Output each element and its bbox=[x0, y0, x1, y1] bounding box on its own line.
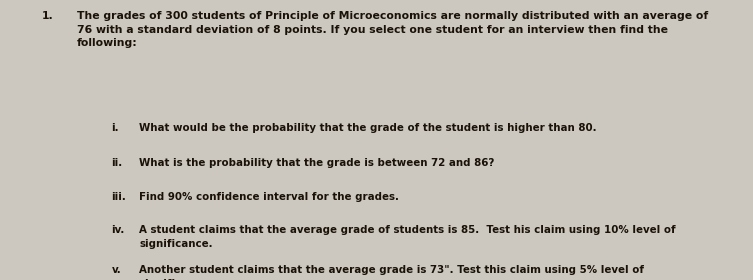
Text: Another student claims that the average grade is 73". Test this claim using 5% l: Another student claims that the average … bbox=[139, 265, 645, 280]
Text: iii.: iii. bbox=[111, 192, 127, 202]
Text: i.: i. bbox=[111, 123, 119, 133]
Text: What is the probability that the grade is between 72 and 86?: What is the probability that the grade i… bbox=[139, 158, 495, 168]
Text: What would be the probability that the grade of the student is higher than 80.: What would be the probability that the g… bbox=[139, 123, 597, 133]
Text: 1.: 1. bbox=[41, 11, 53, 21]
Text: iv.: iv. bbox=[111, 225, 125, 235]
Text: The grades of 300 students of Principle of Microeconomics are normally distribut: The grades of 300 students of Principle … bbox=[77, 11, 708, 48]
Text: ii.: ii. bbox=[111, 158, 123, 168]
Text: Find 90% confidence interval for the grades.: Find 90% confidence interval for the gra… bbox=[139, 192, 399, 202]
Text: v.: v. bbox=[111, 265, 121, 276]
Text: A student claims that the average grade of students is 85.  Test his claim using: A student claims that the average grade … bbox=[139, 225, 676, 249]
